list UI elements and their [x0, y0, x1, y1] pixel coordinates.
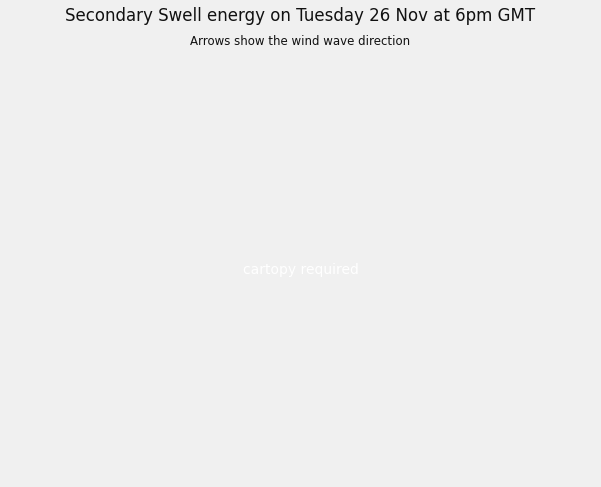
Text: cartopy required: cartopy required — [243, 263, 358, 277]
Text: Secondary Swell energy on Tuesday 26 Nov at 6pm GMT: Secondary Swell energy on Tuesday 26 Nov… — [66, 7, 535, 25]
Text: Arrows show the wind wave direction: Arrows show the wind wave direction — [191, 35, 410, 48]
